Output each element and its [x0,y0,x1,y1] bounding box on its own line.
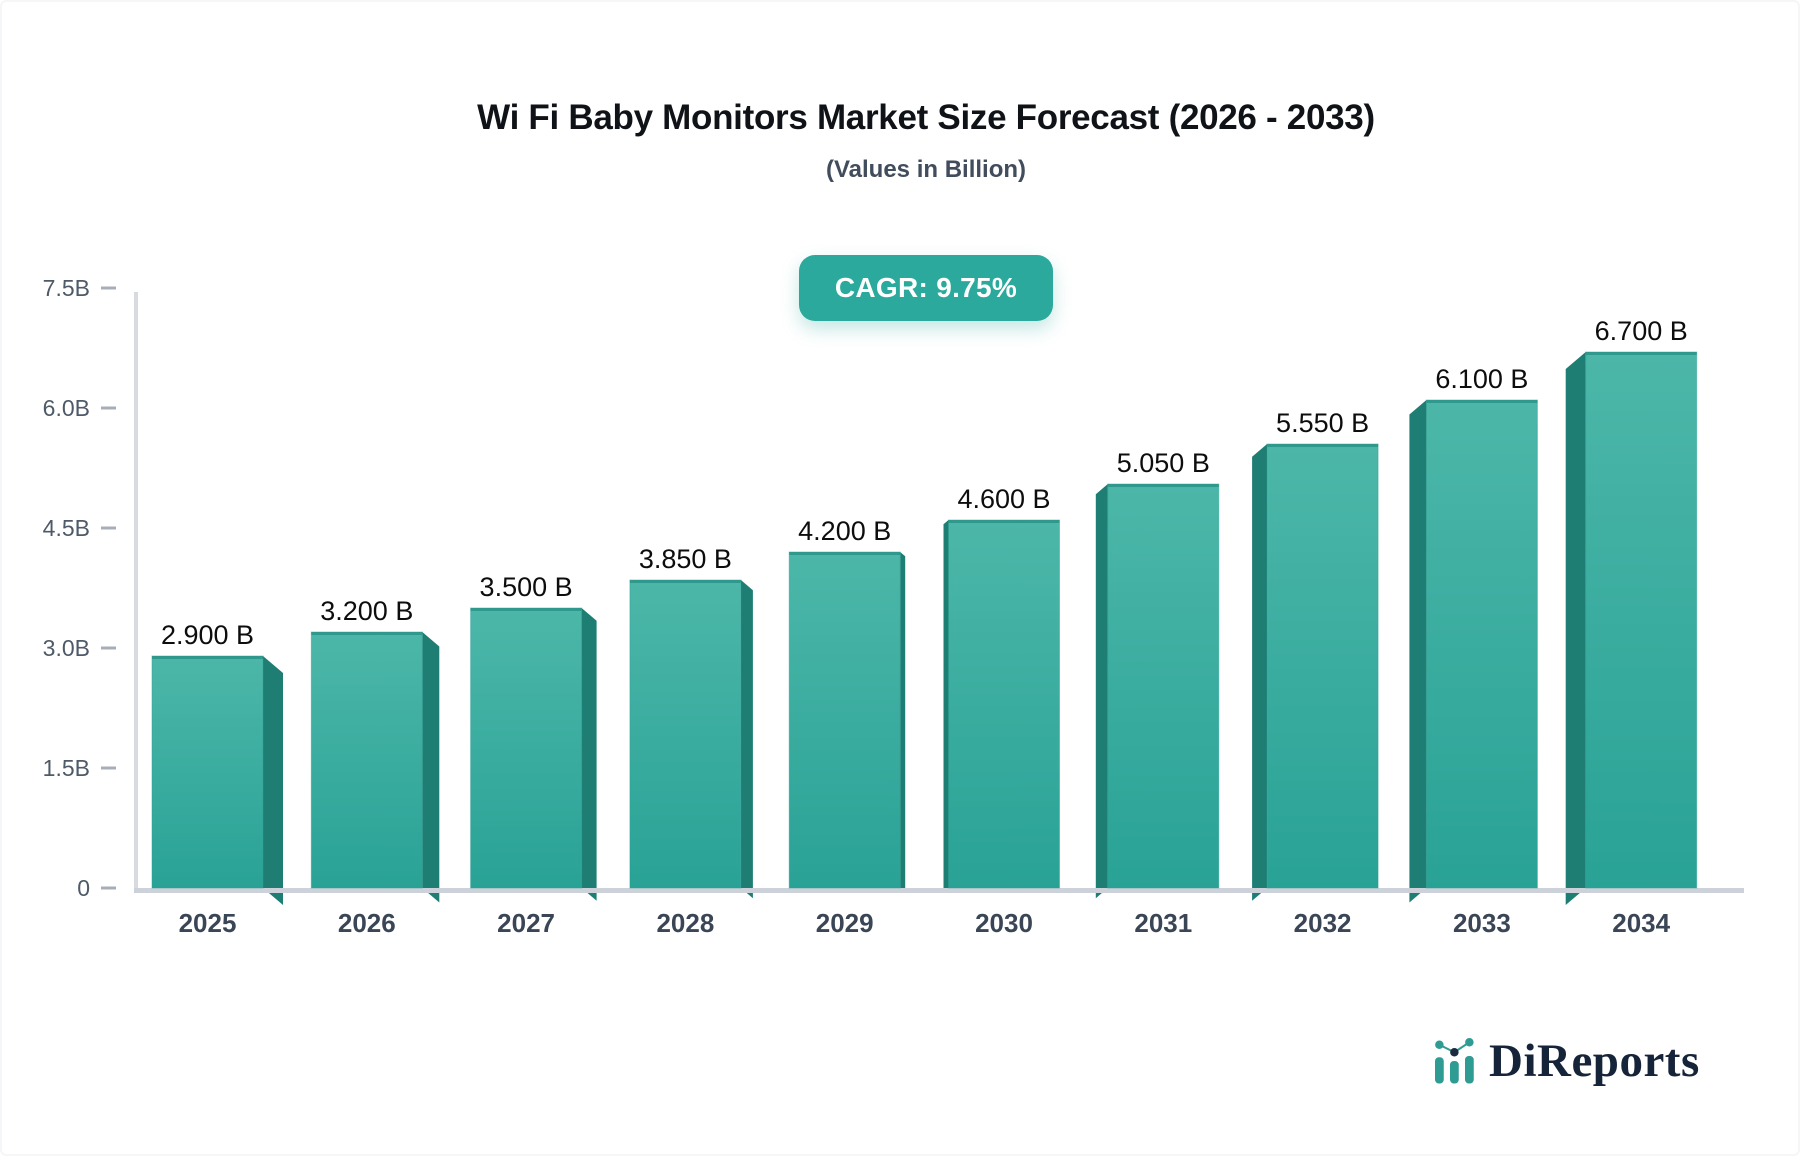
chart-header: Wi Fi Baby Monitors Market Size Forecast… [50,98,1798,184]
y-axis-tick-mark [101,766,116,770]
y-axis-tick-label: 0 [77,875,90,901]
x-axis-label: 2027 [497,908,555,938]
bar-value-label: 6.100 B [1435,364,1528,394]
bar-face [1585,351,1698,889]
x-axis-label: 2029 [816,908,874,938]
bar-value-label: 5.550 B [1276,408,1369,438]
bar-value-label: 3.200 B [320,596,413,626]
bar-side-face [422,632,440,903]
bar-top-edge [1107,484,1219,487]
bar-side-face [1409,400,1427,903]
bar-side-face [900,552,906,893]
bar-top-edge [1267,444,1379,447]
x-axis-label: 2028 [656,908,714,938]
bar-top-edge [1426,400,1538,403]
bar-top-edge [789,552,901,555]
bar-value-label: 5.050 B [1117,448,1210,478]
bar-side-face [581,608,597,901]
x-axis-label: 2025 [179,908,237,938]
chart-subtitle: (Values in Billion) [825,156,1027,183]
bar-face [470,607,583,889]
bar-face [788,551,901,889]
bar-top-edge [1585,352,1697,355]
y-axis-tick-mark [101,286,116,290]
y-axis-tick-label: 4.5B [43,515,90,541]
y-axis-tick-label: 1.5B [43,755,90,781]
bar-value-label: 3.500 B [480,572,573,602]
x-axis-label: 2026 [338,908,396,938]
bar-top-edge [948,520,1060,523]
bar-value-label: 6.700 B [1595,316,1688,346]
bar-top-edge [152,656,263,659]
x-axis-label: 2034 [1612,908,1670,938]
bar-face [310,631,423,889]
bar-side-face [1095,484,1108,899]
bar-value-label: 2.900 B [161,620,254,650]
bar-face [629,579,742,889]
bar-side-face [1565,352,1586,905]
bar-value-label: 4.200 B [798,516,891,546]
y-axis-tick-mark [101,886,116,890]
bar-side-face [263,656,283,905]
bar-face [948,519,1060,889]
x-axis-label: 2030 [975,908,1033,938]
logo-text: DiReports [1489,1035,1700,1087]
bar-face [151,655,264,889]
y-axis-tick-mark [101,646,116,650]
bar-top-edge [629,580,741,583]
y-axis-tick-label: 6.0B [43,395,90,421]
direports-logo[interactable]: DiReports [1430,1032,1700,1090]
x-axis-label: 2032 [1294,908,1352,938]
bar-face [1107,483,1220,889]
bar-side-face [943,520,949,893]
cagr-badge-row: CAGR: 9.75% [50,255,1798,321]
x-axis-line [134,888,1744,893]
y-axis-tick-mark [101,526,116,530]
bar-side-face [740,580,753,899]
x-axis-label: 2031 [1134,908,1192,938]
y-axis-tick-mark [101,406,116,410]
y-axis-line [134,292,138,892]
x-axis-label: 2033 [1453,908,1511,938]
y-axis-tick-label: 7.5B [43,275,90,301]
bar-top-edge [470,608,582,611]
bar-face [1425,399,1538,889]
chart-title: Wi Fi Baby Monitors Market Size Forecast… [477,98,1375,137]
bar-value-label: 3.850 B [639,544,732,574]
bar-face [1266,443,1379,889]
bar-side-face [1252,444,1268,901]
bar-value-label: 4.600 B [957,484,1050,514]
y-axis-tick-label: 3.0B [43,635,90,661]
mini-bar-line-chart-icon [1435,1038,1474,1084]
bar-top-edge [311,632,423,635]
cagr-badge: CAGR: 9.75% [798,255,1054,321]
